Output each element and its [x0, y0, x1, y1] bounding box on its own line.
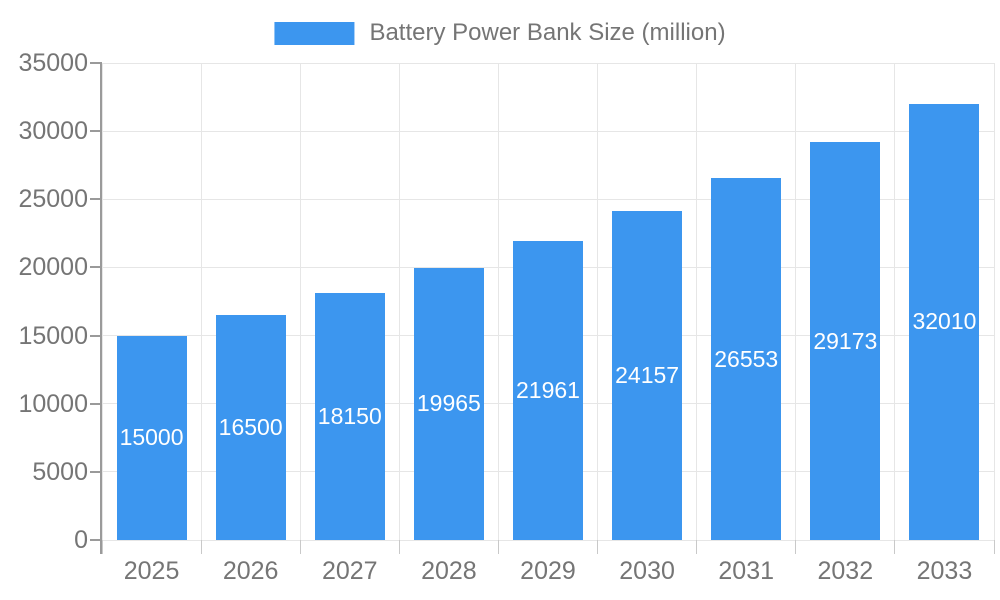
x-axis-label: 2033 [916, 557, 973, 585]
h-gridline [102, 539, 994, 541]
v-gridline [597, 63, 599, 540]
y-axis-line [100, 63, 102, 554]
h-gridline [102, 62, 994, 64]
bar-2025[interactable]: 15000 [116, 335, 187, 540]
x-axis-label: 2028 [421, 557, 477, 585]
h-gridline [102, 198, 994, 200]
bar-value-label: 15000 [119, 424, 184, 451]
y-axis-label: 20000 [18, 253, 88, 282]
y-axis-label: 0 [74, 526, 88, 554]
bar-value-label: 16500 [218, 414, 283, 441]
bar-value-label: 24157 [615, 361, 680, 388]
y-axis-tick [90, 62, 102, 64]
bar-2033[interactable]: 32010 [909, 103, 980, 540]
bar-value-label: 18150 [317, 402, 382, 429]
v-gridline [200, 63, 202, 540]
x-axis-tick [299, 540, 301, 554]
bar-2032[interactable]: 29173 [810, 142, 881, 540]
bar-2027[interactable]: 18150 [314, 292, 385, 540]
x-axis-tick [795, 540, 797, 554]
x-axis-label: 2029 [520, 557, 576, 585]
y-axis-tick [90, 130, 102, 133]
x-axis-label: 2032 [817, 557, 874, 585]
x-axis-label: 2030 [619, 557, 675, 585]
v-gridline [101, 63, 103, 540]
x-axis-tick [200, 540, 202, 554]
y-axis-label: 25000 [18, 185, 88, 214]
h-gridline [102, 130, 994, 132]
bar-value-label: 26553 [714, 345, 779, 372]
y-axis-tick [90, 266, 102, 269]
x-axis-tick [894, 540, 896, 554]
bar-value-label: 29173 [813, 327, 878, 354]
v-gridline [696, 63, 698, 540]
x-axis-tick [101, 540, 103, 554]
y-axis-tick [90, 539, 102, 541]
x-axis-label: 2025 [123, 557, 180, 585]
bar-2029[interactable]: 21961 [513, 240, 583, 540]
bar-2028[interactable]: 19965 [413, 267, 484, 540]
y-axis-tick [90, 198, 102, 201]
legend-label: Battery Power Bank Size (million) [369, 19, 726, 46]
bar-value-label: 21961 [516, 376, 580, 403]
y-axis-tick [90, 402, 102, 405]
y-axis-tick [90, 470, 102, 473]
x-axis-tick [398, 540, 400, 554]
y-axis-label: 15000 [18, 321, 88, 350]
bar-2031[interactable]: 26553 [711, 178, 782, 540]
chart-legend[interactable]: Battery Power Bank Size (million) [274, 19, 726, 47]
y-axis-label: 5000 [32, 457, 88, 486]
bar-2030[interactable]: 24157 [612, 210, 683, 540]
bar-2026[interactable]: 16500 [215, 315, 286, 540]
v-gridline [398, 63, 400, 540]
v-gridline [497, 63, 499, 540]
x-axis-tick [993, 540, 995, 554]
y-axis-label: 35000 [18, 49, 88, 77]
v-gridline [993, 63, 995, 540]
y-axis-label: 30000 [18, 117, 88, 146]
v-gridline [894, 63, 896, 540]
x-axis-tick [597, 540, 599, 554]
v-gridline [299, 63, 301, 540]
x-axis-label: 2027 [321, 557, 378, 585]
x-axis-tick [696, 540, 698, 554]
v-gridline [795, 63, 797, 540]
x-axis-tick [497, 540, 499, 554]
x-axis-label: 2026 [222, 557, 279, 585]
y-axis-tick [90, 334, 102, 337]
bar-value-label: 32010 [912, 308, 977, 335]
bar-value-label: 19965 [416, 390, 481, 417]
legend-swatch [274, 21, 355, 45]
x-axis-label: 2031 [718, 557, 775, 585]
y-axis-label: 10000 [18, 389, 88, 418]
